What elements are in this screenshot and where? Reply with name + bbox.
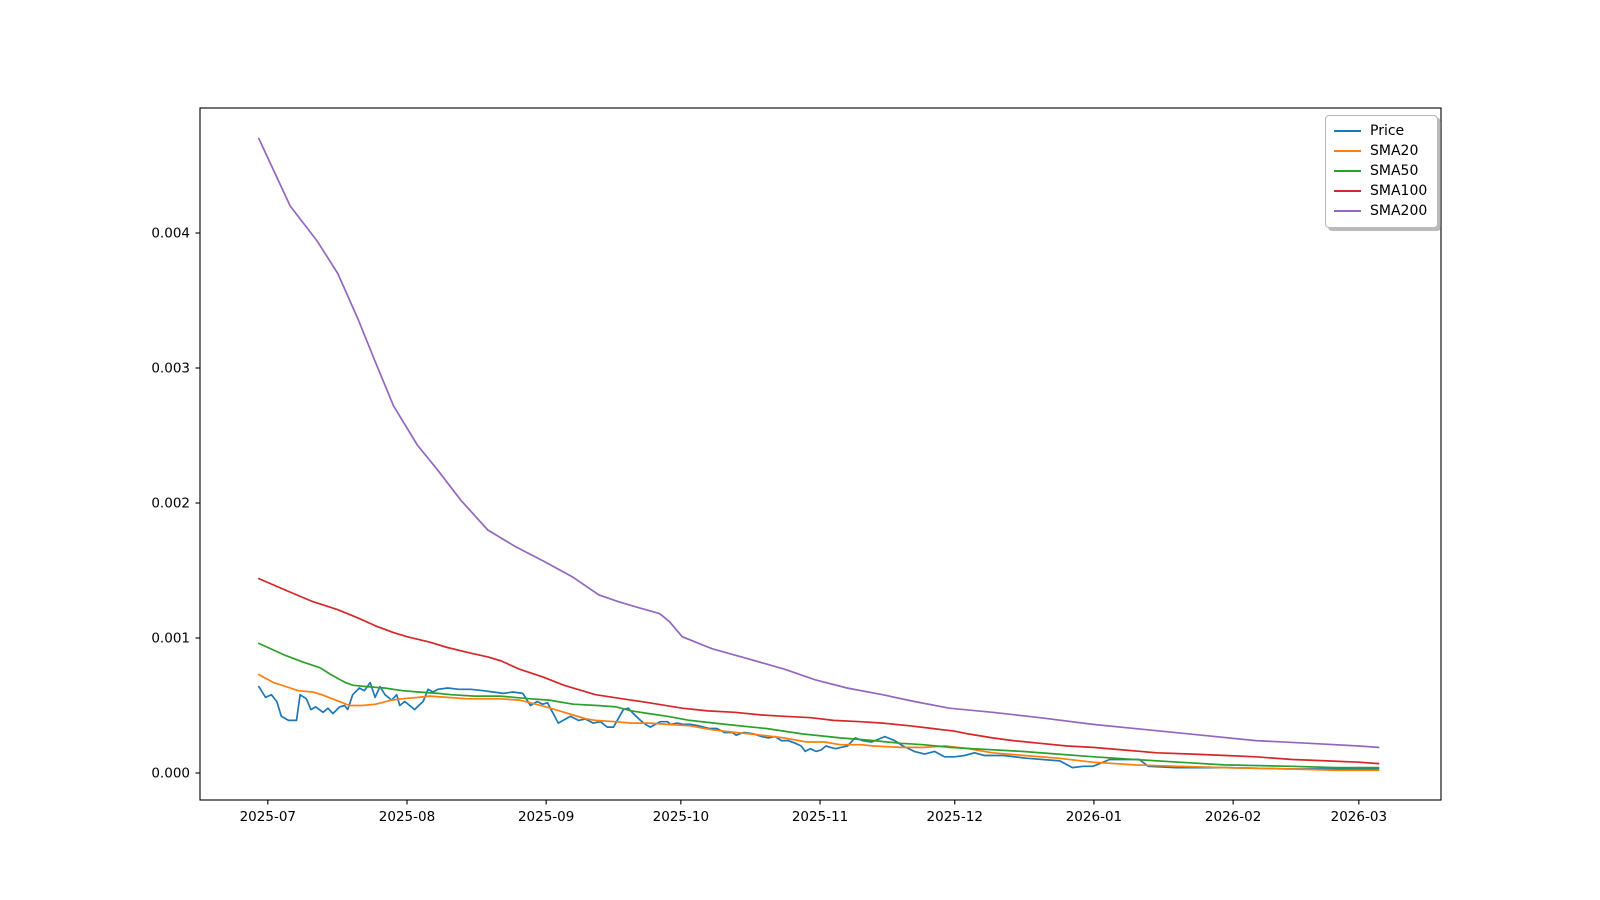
legend-label: SMA200 bbox=[1370, 203, 1428, 219]
y-tick-label: 0.002 bbox=[151, 496, 190, 512]
series-line-sma50 bbox=[257, 642, 1380, 769]
y-tick-label: 0.003 bbox=[151, 361, 190, 377]
x-tick-label: 2025-07 bbox=[240, 809, 296, 825]
legend: Price SMA20 SMA50 SMA100 SMA200 bbox=[1325, 115, 1438, 228]
x-tick-label: 2026-02 bbox=[1205, 809, 1261, 825]
legend-label: SMA50 bbox=[1370, 163, 1419, 179]
legend-item-sma100: SMA100 bbox=[1334, 181, 1429, 201]
legend-item-sma200: SMA200 bbox=[1334, 201, 1429, 221]
series-line-sma100 bbox=[257, 577, 1380, 765]
legend-label: SMA100 bbox=[1370, 183, 1428, 199]
series-line-sma20 bbox=[257, 673, 1380, 772]
axes-frame bbox=[199, 107, 1442, 801]
series-line-sma200 bbox=[257, 137, 1380, 749]
x-tick-label: 2025-09 bbox=[518, 809, 574, 825]
x-tick-label: 2025-11 bbox=[792, 809, 848, 825]
series-line-price bbox=[257, 681, 1380, 770]
y-tick-label: 0.000 bbox=[151, 766, 190, 782]
legend-swatch-price bbox=[1334, 130, 1361, 132]
legend-label: SMA20 bbox=[1370, 143, 1419, 159]
x-tick-label: 2025-12 bbox=[927, 809, 983, 825]
x-tick-label: 2025-08 bbox=[379, 809, 435, 825]
x-tick-label: 2026-01 bbox=[1066, 809, 1122, 825]
legend-item-sma50: SMA50 bbox=[1334, 161, 1429, 181]
y-tick-label: 0.004 bbox=[151, 226, 190, 242]
y-tick-label: 0.001 bbox=[151, 631, 190, 647]
x-tick-label: 2025-10 bbox=[653, 809, 709, 825]
x-tick-label: 2026-03 bbox=[1331, 809, 1387, 825]
legend-item-price: Price bbox=[1334, 121, 1429, 141]
legend-label: Price bbox=[1370, 123, 1405, 139]
plot-area bbox=[200, 108, 1441, 800]
legend-swatch-sma100 bbox=[1334, 190, 1361, 192]
legend-item-sma20: SMA20 bbox=[1334, 141, 1429, 161]
legend-swatch-sma20 bbox=[1334, 150, 1361, 152]
legend-swatch-sma50 bbox=[1334, 170, 1361, 172]
legend-swatch-sma200 bbox=[1334, 210, 1361, 212]
